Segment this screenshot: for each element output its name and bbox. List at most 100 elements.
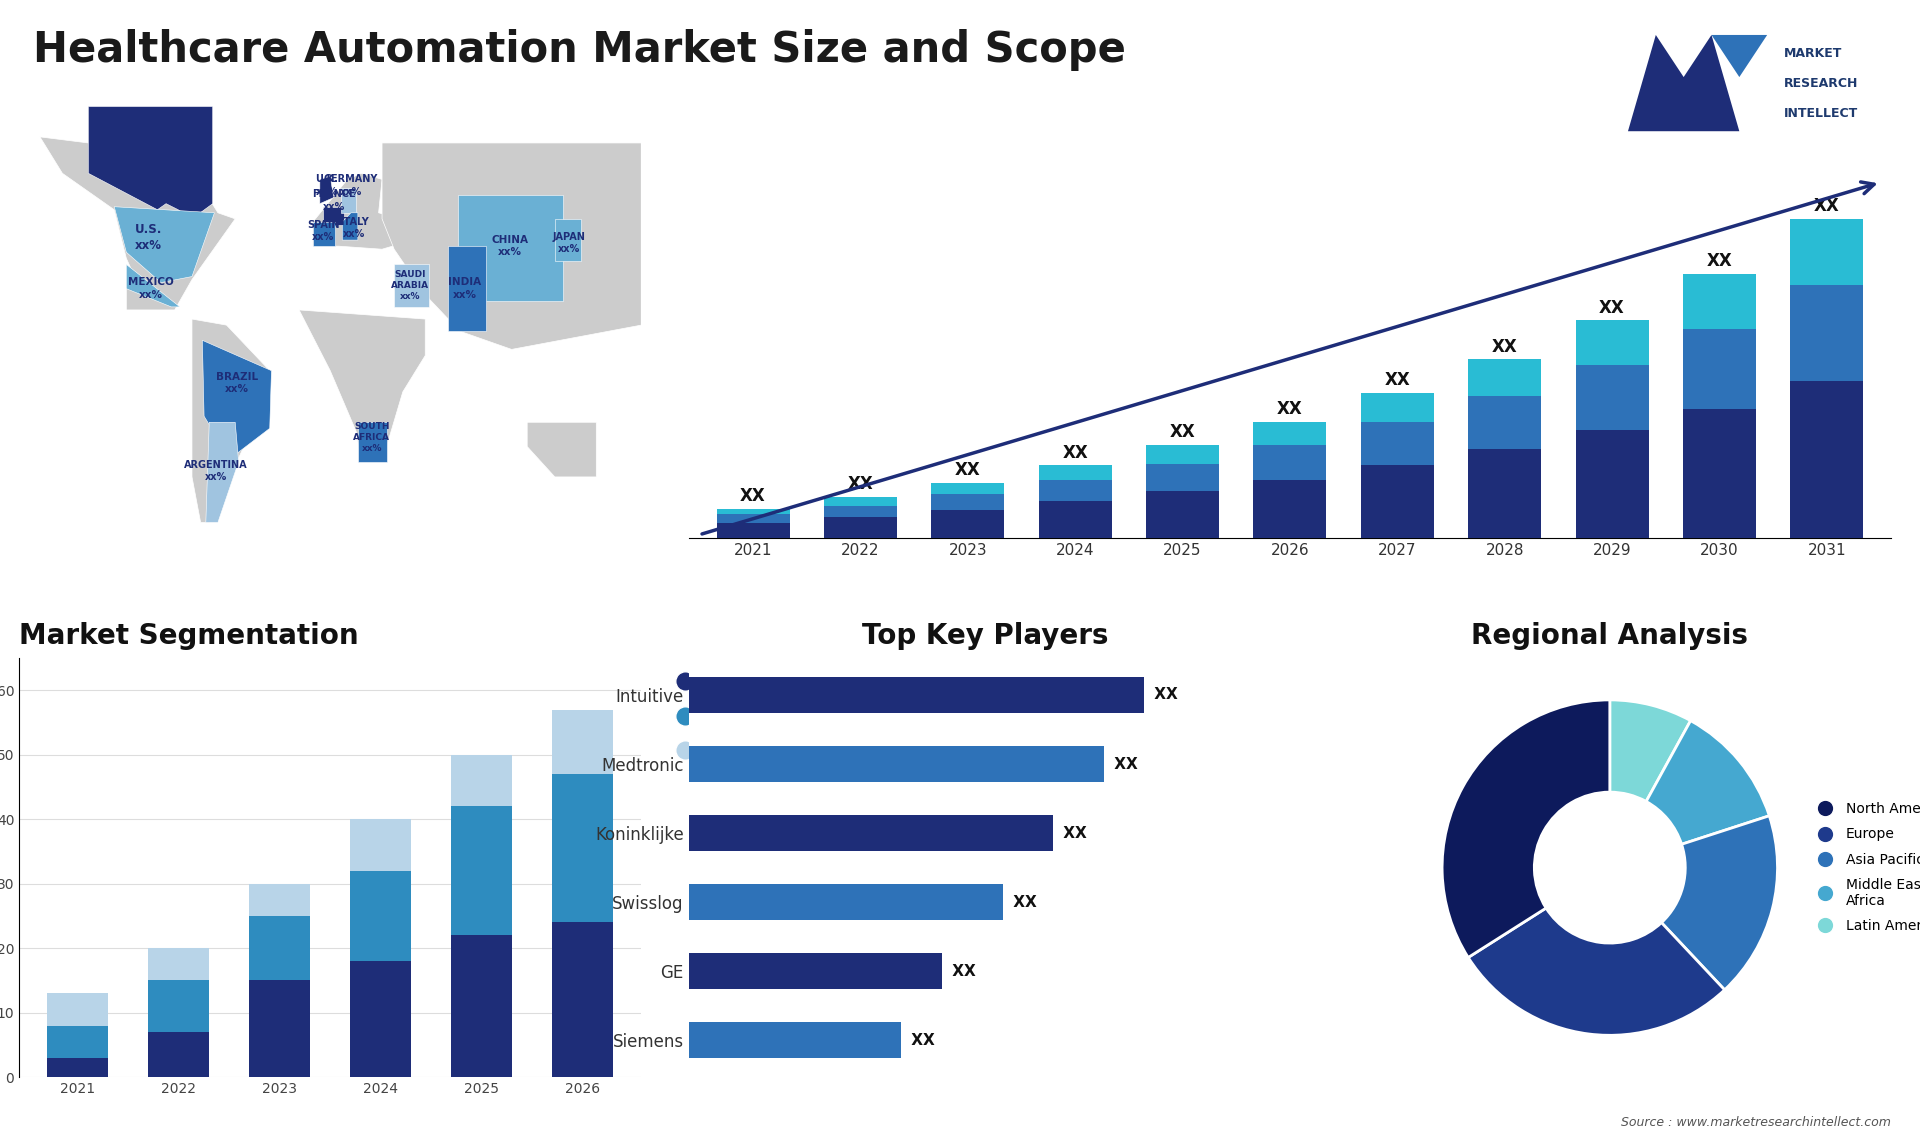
Bar [1361, 465, 1434, 537]
Bar [1684, 329, 1757, 409]
Bar [1576, 366, 1649, 431]
Bar [1684, 274, 1757, 329]
Legend: North America, Europe, Asia Pacific, Middle East &
Africa, Latin America: North America, Europe, Asia Pacific, Mid… [1805, 796, 1920, 939]
Legend: Type, Application, Geography: Type, Application, Geography [662, 666, 810, 767]
Text: ITALY
xx%: ITALY xx% [340, 217, 369, 240]
Polygon shape [528, 422, 597, 477]
Bar [1789, 285, 1862, 380]
Bar [716, 509, 789, 515]
Polygon shape [300, 309, 424, 462]
Text: XX: XX [1169, 423, 1196, 441]
Polygon shape [394, 265, 428, 307]
Bar [351, 961, 411, 1077]
Bar [553, 923, 612, 1077]
Bar [48, 994, 108, 1026]
Text: MARKET: MARKET [1784, 47, 1843, 60]
Text: SPAIN
xx%: SPAIN xx% [307, 220, 340, 242]
Text: RESEARCH: RESEARCH [1784, 77, 1859, 89]
Bar [48, 1026, 108, 1058]
Text: XX: XX [947, 964, 975, 979]
Polygon shape [555, 219, 580, 261]
Polygon shape [313, 222, 336, 246]
Bar [1789, 219, 1862, 285]
Polygon shape [40, 136, 234, 309]
Polygon shape [1628, 34, 1740, 131]
Bar [148, 1033, 209, 1077]
Text: CANADA
xx%: CANADA xx% [104, 141, 159, 170]
Bar [931, 494, 1004, 510]
Bar [1469, 449, 1542, 537]
Polygon shape [127, 265, 180, 307]
Text: XX: XX [1110, 756, 1139, 771]
Bar [824, 497, 897, 505]
Polygon shape [1711, 34, 1766, 77]
Bar [1146, 492, 1219, 537]
Text: INDIA
xx%: INDIA xx% [449, 277, 482, 300]
Text: XX: XX [741, 487, 766, 505]
Text: BRAZIL
xx%: BRAZIL xx% [215, 371, 257, 394]
Bar [1469, 395, 1542, 449]
Text: MEXICO
xx%: MEXICO xx% [127, 277, 173, 300]
Bar [689, 746, 1104, 782]
Text: ARGENTINA
xx%: ARGENTINA xx% [184, 460, 248, 482]
Bar [250, 981, 309, 1077]
Text: SOUTH
AFRICA
xx%: SOUTH AFRICA xx% [353, 422, 390, 453]
Bar [1576, 320, 1649, 366]
Polygon shape [342, 213, 357, 241]
Bar [1039, 465, 1112, 480]
Text: XX: XX [1707, 252, 1732, 270]
Text: XX: XX [1384, 371, 1409, 388]
Polygon shape [192, 319, 269, 523]
Text: JAPAN
xx%: JAPAN xx% [553, 231, 586, 254]
Bar [351, 871, 411, 961]
Text: U.S.
xx%: U.S. xx% [134, 222, 163, 252]
Bar [553, 709, 612, 774]
Polygon shape [382, 143, 641, 350]
Polygon shape [113, 206, 215, 283]
Bar [1684, 409, 1757, 537]
Bar [716, 515, 789, 523]
Polygon shape [459, 195, 563, 301]
Polygon shape [340, 188, 355, 213]
Bar [689, 677, 1144, 713]
Polygon shape [447, 246, 486, 331]
Bar [689, 953, 943, 989]
Bar [553, 774, 612, 923]
Bar [931, 482, 1004, 494]
Bar [1146, 445, 1219, 464]
Bar [250, 884, 309, 916]
Bar [689, 885, 1002, 920]
Title: Top Key Players: Top Key Players [862, 622, 1108, 650]
Text: XX: XX [1599, 298, 1624, 316]
Bar [1361, 393, 1434, 422]
Text: XX: XX [1492, 338, 1517, 355]
Bar [451, 935, 513, 1077]
Bar [1254, 480, 1327, 537]
Polygon shape [205, 422, 238, 523]
Text: U.K.
xx%: U.K. xx% [315, 174, 338, 197]
Bar [824, 505, 897, 517]
Text: FRANCE
xx%: FRANCE xx% [311, 189, 355, 212]
Text: GERMANY
xx%: GERMANY xx% [324, 174, 378, 197]
Text: Healthcare Automation Market Size and Scope: Healthcare Automation Market Size and Sc… [33, 29, 1125, 71]
Bar [250, 916, 309, 981]
Wedge shape [1442, 700, 1609, 957]
Bar [1039, 502, 1112, 537]
Polygon shape [321, 176, 334, 204]
Wedge shape [1645, 721, 1770, 845]
Bar [689, 815, 1054, 851]
Bar [351, 819, 411, 871]
Bar [824, 517, 897, 537]
Polygon shape [357, 422, 388, 462]
Bar [1039, 480, 1112, 502]
Bar [148, 948, 209, 981]
Bar [1254, 422, 1327, 445]
Wedge shape [1661, 816, 1778, 990]
Text: XX: XX [1814, 197, 1839, 215]
Bar [148, 981, 209, 1033]
Text: XX: XX [954, 461, 981, 479]
Text: Source : www.marketresearchintellect.com: Source : www.marketresearchintellect.com [1620, 1116, 1891, 1129]
Bar [716, 523, 789, 537]
Bar [1469, 360, 1542, 395]
Polygon shape [202, 340, 271, 458]
